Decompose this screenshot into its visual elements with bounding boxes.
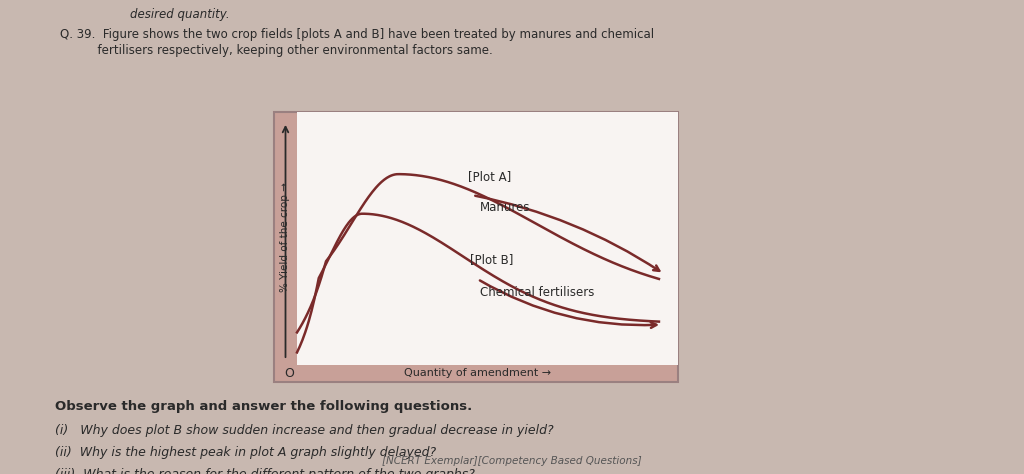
Text: Observe the graph and answer the following questions.: Observe the graph and answer the followi… xyxy=(55,400,472,413)
Text: % Yield of the crop →: % Yield of the crop → xyxy=(281,182,291,292)
Text: (iii)  What is the reason for the different pattern of the two graphs?: (iii) What is the reason for the differe… xyxy=(55,468,475,474)
Text: Manures: Manures xyxy=(479,201,530,214)
Text: [NCERT Exemplar][Competency Based Questions]: [NCERT Exemplar][Competency Based Questi… xyxy=(382,456,642,466)
Text: Q. 39.  Figure shows the two crop fields [plots A and B] have been treated by ma: Q. 39. Figure shows the two crop fields … xyxy=(60,28,654,41)
Bar xyxy=(274,112,678,382)
Text: O: O xyxy=(284,367,294,380)
Text: [Plot A]: [Plot A] xyxy=(468,170,511,183)
Bar xyxy=(297,112,678,365)
Text: desired quantity.: desired quantity. xyxy=(130,8,229,21)
Text: (ii)  Why is the highest peak in plot A graph slightly delayed?: (ii) Why is the highest peak in plot A g… xyxy=(55,446,436,459)
Text: Chemical fertilisers: Chemical fertilisers xyxy=(479,286,594,299)
Text: fertilisers respectively, keeping other environmental factors same.: fertilisers respectively, keeping other … xyxy=(60,44,493,57)
Text: [Plot B]: [Plot B] xyxy=(469,253,513,266)
Text: Quantity of amendment →: Quantity of amendment → xyxy=(403,368,551,379)
Text: (i)   Why does plot B show sudden increase and then gradual decrease in yield?: (i) Why does plot B show sudden increase… xyxy=(55,424,554,437)
